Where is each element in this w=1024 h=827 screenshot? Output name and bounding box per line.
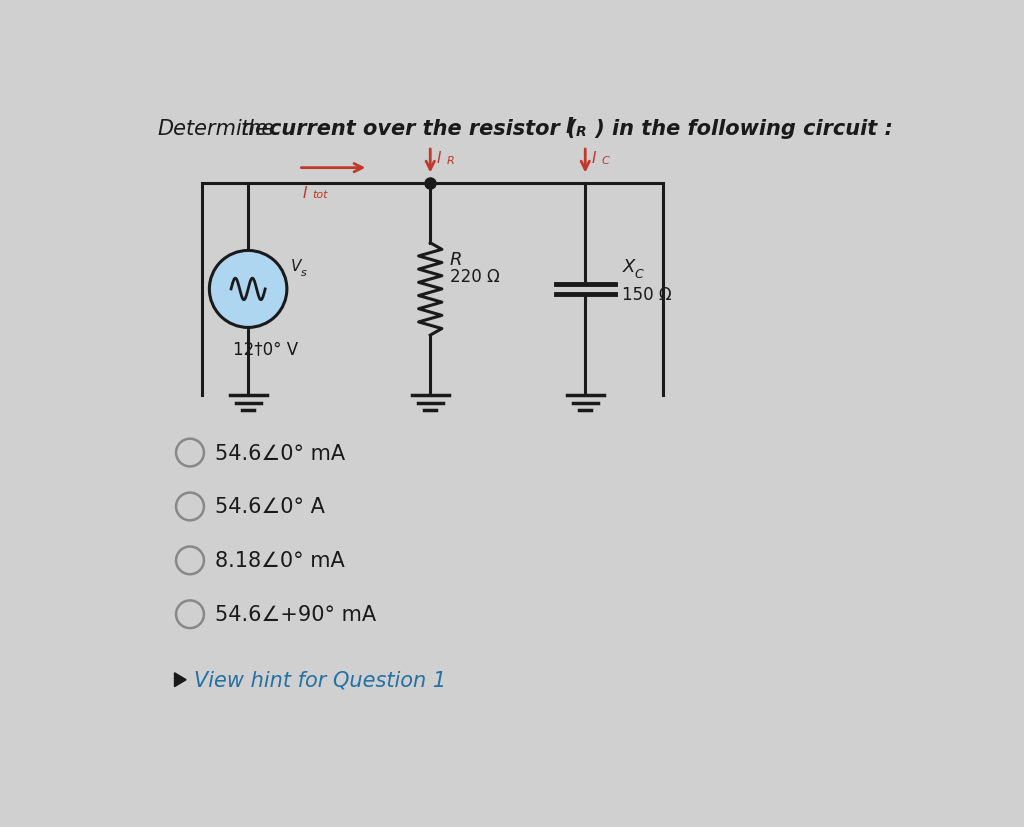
Text: 150 Ω: 150 Ω: [623, 286, 672, 304]
Text: I: I: [592, 151, 596, 165]
Text: R: R: [575, 126, 587, 139]
Text: tot: tot: [312, 190, 328, 200]
Text: 220 Ω: 220 Ω: [450, 268, 500, 286]
Text: C: C: [601, 156, 609, 166]
Text: I: I: [566, 117, 573, 137]
Polygon shape: [174, 673, 186, 686]
Text: 54.6∠+90° mA: 54.6∠+90° mA: [215, 605, 376, 624]
Text: X: X: [623, 257, 635, 275]
Text: R: R: [446, 156, 455, 166]
Text: current over the resistor (: current over the resistor (: [269, 118, 577, 138]
Text: I: I: [302, 185, 307, 200]
Text: 54.6∠0° mA: 54.6∠0° mA: [215, 443, 345, 463]
Circle shape: [209, 251, 287, 328]
Text: R: R: [450, 251, 462, 269]
Text: ) in the following circuit :: ) in the following circuit :: [589, 118, 893, 138]
Text: C: C: [635, 268, 644, 280]
Text: I: I: [436, 151, 441, 165]
Text: 54.6∠0° A: 54.6∠0° A: [215, 497, 325, 517]
Text: 8.18∠0° mA: 8.18∠0° mA: [215, 551, 344, 571]
Text: s: s: [301, 268, 306, 278]
Text: View hint for Question 1: View hint for Question 1: [194, 670, 446, 690]
Text: 12†0° V: 12†0° V: [232, 340, 298, 357]
Text: V: V: [291, 259, 301, 274]
Text: the: the: [241, 118, 274, 138]
Text: Determine: Determine: [158, 118, 268, 138]
